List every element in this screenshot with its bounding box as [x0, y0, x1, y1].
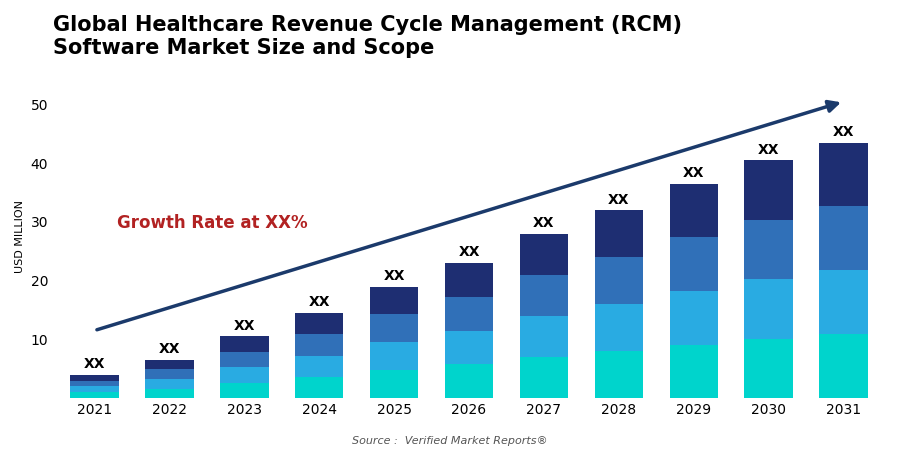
Bar [595, 210, 643, 257]
Bar [519, 275, 568, 316]
Bar [220, 337, 268, 352]
Bar [595, 304, 643, 351]
Text: XX: XX [458, 246, 480, 260]
Bar [744, 220, 793, 279]
Bar [70, 381, 119, 387]
Bar [295, 334, 344, 356]
Text: XX: XX [233, 319, 255, 333]
Bar [70, 387, 119, 392]
Bar [744, 279, 793, 339]
Bar [295, 377, 344, 398]
Bar [220, 367, 268, 382]
Bar [220, 352, 268, 367]
Bar [744, 339, 793, 398]
Bar [519, 234, 568, 275]
Bar [519, 316, 568, 357]
Bar [445, 331, 493, 364]
Y-axis label: USD MILLION: USD MILLION [15, 200, 25, 273]
Bar [220, 382, 268, 398]
Text: Growth Rate at XX%: Growth Rate at XX% [117, 214, 308, 232]
Bar [670, 237, 718, 291]
Bar [819, 334, 868, 398]
Bar [744, 160, 793, 220]
Bar [295, 313, 344, 334]
Text: XX: XX [309, 296, 330, 310]
Bar [370, 342, 418, 370]
Bar [445, 364, 493, 398]
Bar [670, 291, 718, 345]
Bar [670, 184, 718, 237]
Text: Global Healthcare Revenue Cycle Management (RCM)
Software Market Size and Scope: Global Healthcare Revenue Cycle Manageme… [53, 15, 682, 58]
Text: XX: XX [683, 166, 705, 180]
Bar [595, 257, 643, 304]
Bar [519, 357, 568, 398]
Bar [370, 287, 418, 315]
Text: XX: XX [833, 125, 854, 139]
Bar [70, 375, 119, 381]
Bar [370, 315, 418, 342]
Bar [145, 369, 194, 379]
Bar [370, 370, 418, 398]
Text: XX: XX [383, 269, 405, 283]
Text: XX: XX [533, 216, 554, 230]
Text: Source :  Verified Market Reports®: Source : Verified Market Reports® [352, 436, 548, 446]
Text: XX: XX [158, 342, 180, 356]
Bar [145, 389, 194, 398]
Bar [145, 379, 194, 389]
Bar [295, 356, 344, 377]
Bar [819, 207, 868, 270]
Bar [670, 345, 718, 398]
Text: XX: XX [758, 143, 779, 157]
Text: XX: XX [84, 357, 105, 371]
Text: XX: XX [608, 193, 630, 207]
Bar [819, 143, 868, 207]
Bar [819, 270, 868, 334]
Bar [445, 297, 493, 331]
Bar [70, 392, 119, 398]
Bar [595, 351, 643, 398]
Bar [445, 263, 493, 297]
Bar [145, 360, 194, 369]
